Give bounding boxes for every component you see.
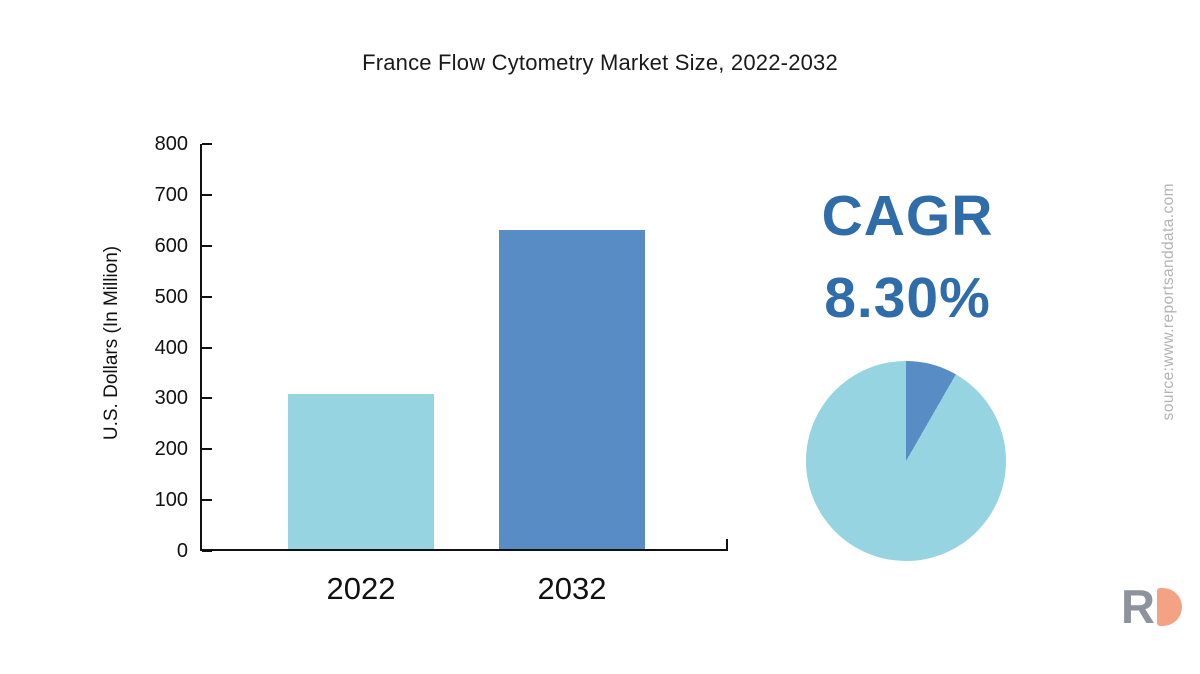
cagr-label: CAGR [821,184,994,248]
y-tick-label: 0 [176,540,188,562]
y-tick-label: 700 [154,183,188,206]
x-tick-label-2022: 2022 [326,571,396,606]
bar-2032 [499,229,645,549]
y-tick-mark [202,193,212,196]
x-tick-label-2032: 2032 [537,571,607,606]
source-watermark: source:www.reportsanddata.com [1160,183,1177,421]
y-tick-label: 300 [154,387,188,410]
cagr-callout: CAGR 8.30% [765,176,1050,339]
y-tick-mark [202,295,212,298]
bar-plot-area: 0 100 200 300 400 500 600 700 800 2022 2032 [155,133,728,606]
y-tick-label: 500 [154,285,188,308]
y-tick-mark [202,550,212,552]
logo-d-icon [1156,588,1182,626]
y-tick-label: 600 [154,234,188,257]
y-tick-label: 800 [154,133,188,155]
y-axis-title: U.S. Dollars (In Million) [101,245,122,441]
cagr-pie-chart [806,361,1006,561]
y-tick-label: 200 [154,438,188,461]
y-tick-mark [202,448,212,451]
y-tick-mark [202,499,212,502]
bar-2022 [288,393,434,549]
cagr-value: 8.30% [824,265,991,330]
y-tick-mark [202,346,212,349]
chart-title: France Flow Cytometry Market Size, 2022-… [362,50,838,75]
logo-letter-r: R [1121,580,1155,633]
x-axis-end-tick [726,539,728,549]
y-tick-mark [202,397,212,400]
y-tick-mark [202,143,212,145]
y-tick-mark [202,244,212,247]
y-tick-label: 100 [154,489,188,512]
reportsanddata-logo: R [1121,580,1182,633]
y-tick-label: 400 [154,336,188,359]
